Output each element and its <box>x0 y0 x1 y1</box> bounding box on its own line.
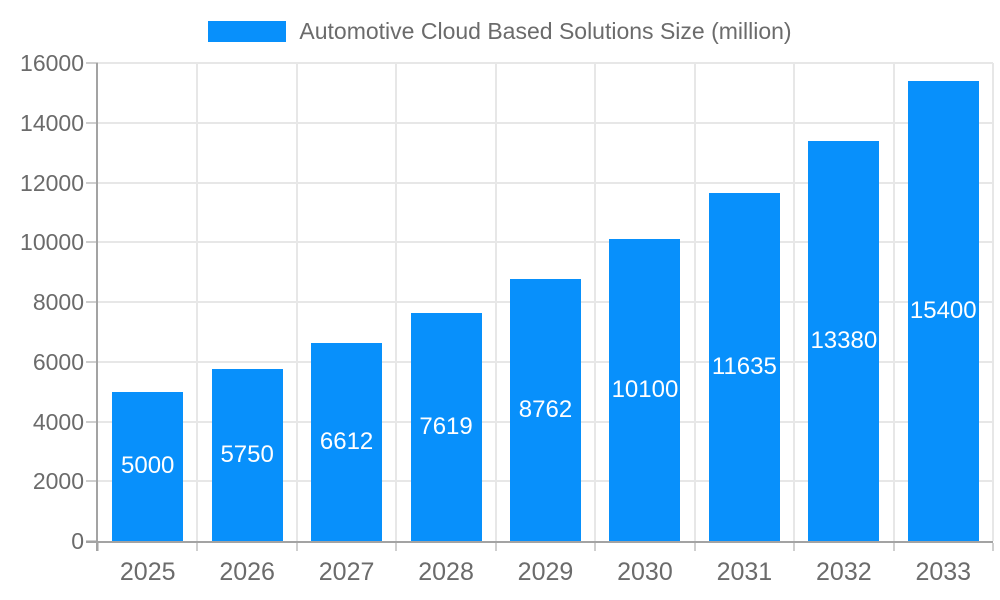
x-tick-mark <box>494 543 497 551</box>
y-tick-mark <box>86 480 98 483</box>
x-tick-mark <box>97 543 99 551</box>
legend-label: Automotive Cloud Based Solutions Size (m… <box>299 18 792 44</box>
bar <box>112 391 184 541</box>
x-tick-mark <box>793 543 796 551</box>
x-tick-label: 2026 <box>219 558 275 586</box>
y-tick-label: 2000 <box>32 468 84 495</box>
bar-value-label: 6612 <box>319 428 374 456</box>
y-tick-label: 14000 <box>20 109 84 136</box>
chart-legend: Automotive Cloud Based Solutions Size (m… <box>0 18 1000 45</box>
y-tick-label: 16000 <box>20 50 84 76</box>
x-tick-mark <box>992 543 994 551</box>
x-tick-label: 2032 <box>816 558 872 586</box>
y-tick-mark <box>86 540 98 542</box>
y-tick-mark <box>86 181 98 184</box>
y-tick-label: 4000 <box>32 408 84 435</box>
bar <box>708 193 780 541</box>
x-tick-mark <box>693 543 696 551</box>
v-gridline <box>793 63 796 541</box>
h-gridline <box>98 62 993 64</box>
x-tick-mark <box>892 543 895 551</box>
y-tick-label: 8000 <box>32 289 84 315</box>
x-tick-label: 2031 <box>716 558 773 586</box>
x-tick-label: 2025 <box>119 558 176 586</box>
x-tick-label: 2033 <box>915 558 972 586</box>
y-tick-mark <box>86 301 98 303</box>
y-tick-label: 12000 <box>20 169 84 196</box>
bar-value-label: 11635 <box>711 353 777 381</box>
y-tick-mark <box>86 62 98 64</box>
x-axis-line <box>86 541 993 543</box>
x-tick-label: 2030 <box>617 558 673 586</box>
bar-value-label: 10100 <box>611 376 679 404</box>
legend-color-swatch <box>208 21 287 42</box>
bar <box>907 80 979 541</box>
y-tick-label: 0 <box>71 528 84 554</box>
bar-value-label: 5000 <box>121 452 175 480</box>
h-gridline <box>98 121 993 124</box>
bar <box>510 279 581 541</box>
x-tick-label: 2029 <box>517 558 574 586</box>
y-tick-mark <box>86 360 98 363</box>
bar <box>311 343 383 541</box>
x-tick-mark <box>594 543 597 551</box>
x-tick-mark <box>395 543 398 551</box>
legend-item[interactable]: Automotive Cloud Based Solutions Size (m… <box>208 18 792 45</box>
bar-value-label: 7619 <box>419 413 473 441</box>
v-gridline <box>395 63 398 541</box>
x-tick-label: 2027 <box>318 558 375 586</box>
y-tick-mark <box>86 241 98 244</box>
y-tick-label: 10000 <box>20 229 84 256</box>
x-tick-mark <box>295 543 298 551</box>
bar <box>609 239 681 541</box>
v-gridline <box>693 63 696 541</box>
bar-value-label: 13380 <box>810 327 878 355</box>
bar-value-label: 5750 <box>220 441 274 469</box>
y-tick-mark <box>86 121 98 124</box>
bar <box>410 313 482 541</box>
y-tick-label: 6000 <box>32 348 84 375</box>
bar <box>808 141 880 541</box>
bar-value-label: 15400 <box>909 296 977 324</box>
y-tick-mark <box>86 420 98 423</box>
bar <box>211 369 283 541</box>
bar-value-label: 8762 <box>518 396 573 424</box>
v-gridline <box>594 63 597 541</box>
x-tick-label: 2028 <box>418 558 474 586</box>
x-tick-mark <box>196 543 199 551</box>
v-gridline <box>295 63 298 541</box>
v-gridline <box>494 63 497 541</box>
